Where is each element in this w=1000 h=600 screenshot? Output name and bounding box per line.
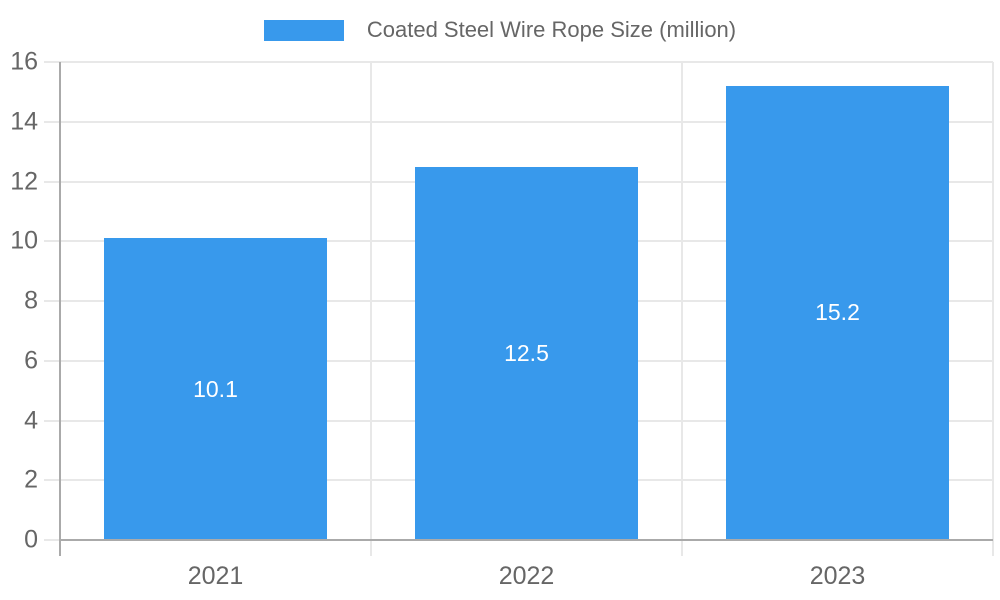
y-tick-mark bbox=[44, 240, 60, 243]
y-tick-mark bbox=[44, 61, 60, 63]
legend-label: Coated Steel Wire Rope Size (million) bbox=[366, 17, 737, 42]
y-axis-label: 8 bbox=[24, 286, 38, 315]
bar-value-label: 15.2 bbox=[815, 299, 860, 326]
y-gridline bbox=[60, 61, 993, 63]
y-tick-mark bbox=[44, 180, 60, 183]
legend[interactable]: Coated Steel Wire Rope Size (million) bbox=[0, 17, 1000, 43]
y-axis-label: 4 bbox=[24, 406, 38, 434]
y-axis-label: 6 bbox=[24, 346, 38, 375]
y-axis-label: 0 bbox=[24, 525, 38, 554]
x-tick-mark bbox=[681, 540, 683, 556]
y-tick-mark bbox=[44, 539, 60, 541]
bar-2021[interactable]: 10.1 bbox=[103, 238, 328, 540]
y-axis-label: 10 bbox=[10, 226, 38, 255]
legend-swatch bbox=[263, 19, 344, 41]
x-axis-label: 2022 bbox=[498, 562, 555, 590]
y-axis-line bbox=[59, 62, 61, 556]
y-tick-mark bbox=[44, 359, 60, 362]
bar-2022[interactable]: 12.5 bbox=[414, 166, 639, 540]
y-tick-mark bbox=[44, 419, 60, 422]
y-tick-mark bbox=[44, 479, 60, 482]
x-gridline bbox=[370, 62, 372, 540]
y-tick-mark bbox=[44, 300, 60, 302]
y-tick-mark bbox=[44, 120, 60, 123]
y-axis-label: 12 bbox=[10, 167, 38, 195]
bar-value-label: 10.1 bbox=[193, 375, 238, 402]
y-axis-label: 16 bbox=[10, 47, 38, 76]
bar-2023[interactable]: 15.2 bbox=[725, 85, 950, 540]
x-gridline bbox=[681, 62, 683, 540]
y-axis-label: 14 bbox=[10, 107, 38, 136]
y-axis-label: 2 bbox=[24, 465, 38, 494]
plot-area: 0 2 4 6 8 10 12 14 16 10.1 2021 12.5 2022 15.2 2023 bbox=[10, 48, 994, 590]
bar-value-label: 12.5 bbox=[504, 339, 549, 366]
x-tick-mark bbox=[992, 540, 994, 556]
x-axis-label: 2021 bbox=[187, 562, 244, 590]
y-gridline bbox=[60, 120, 993, 123]
x-tick-mark bbox=[370, 540, 372, 556]
x-gridline bbox=[992, 62, 994, 540]
x-axis-label: 2023 bbox=[809, 562, 866, 590]
x-axis-line bbox=[60, 539, 993, 541]
